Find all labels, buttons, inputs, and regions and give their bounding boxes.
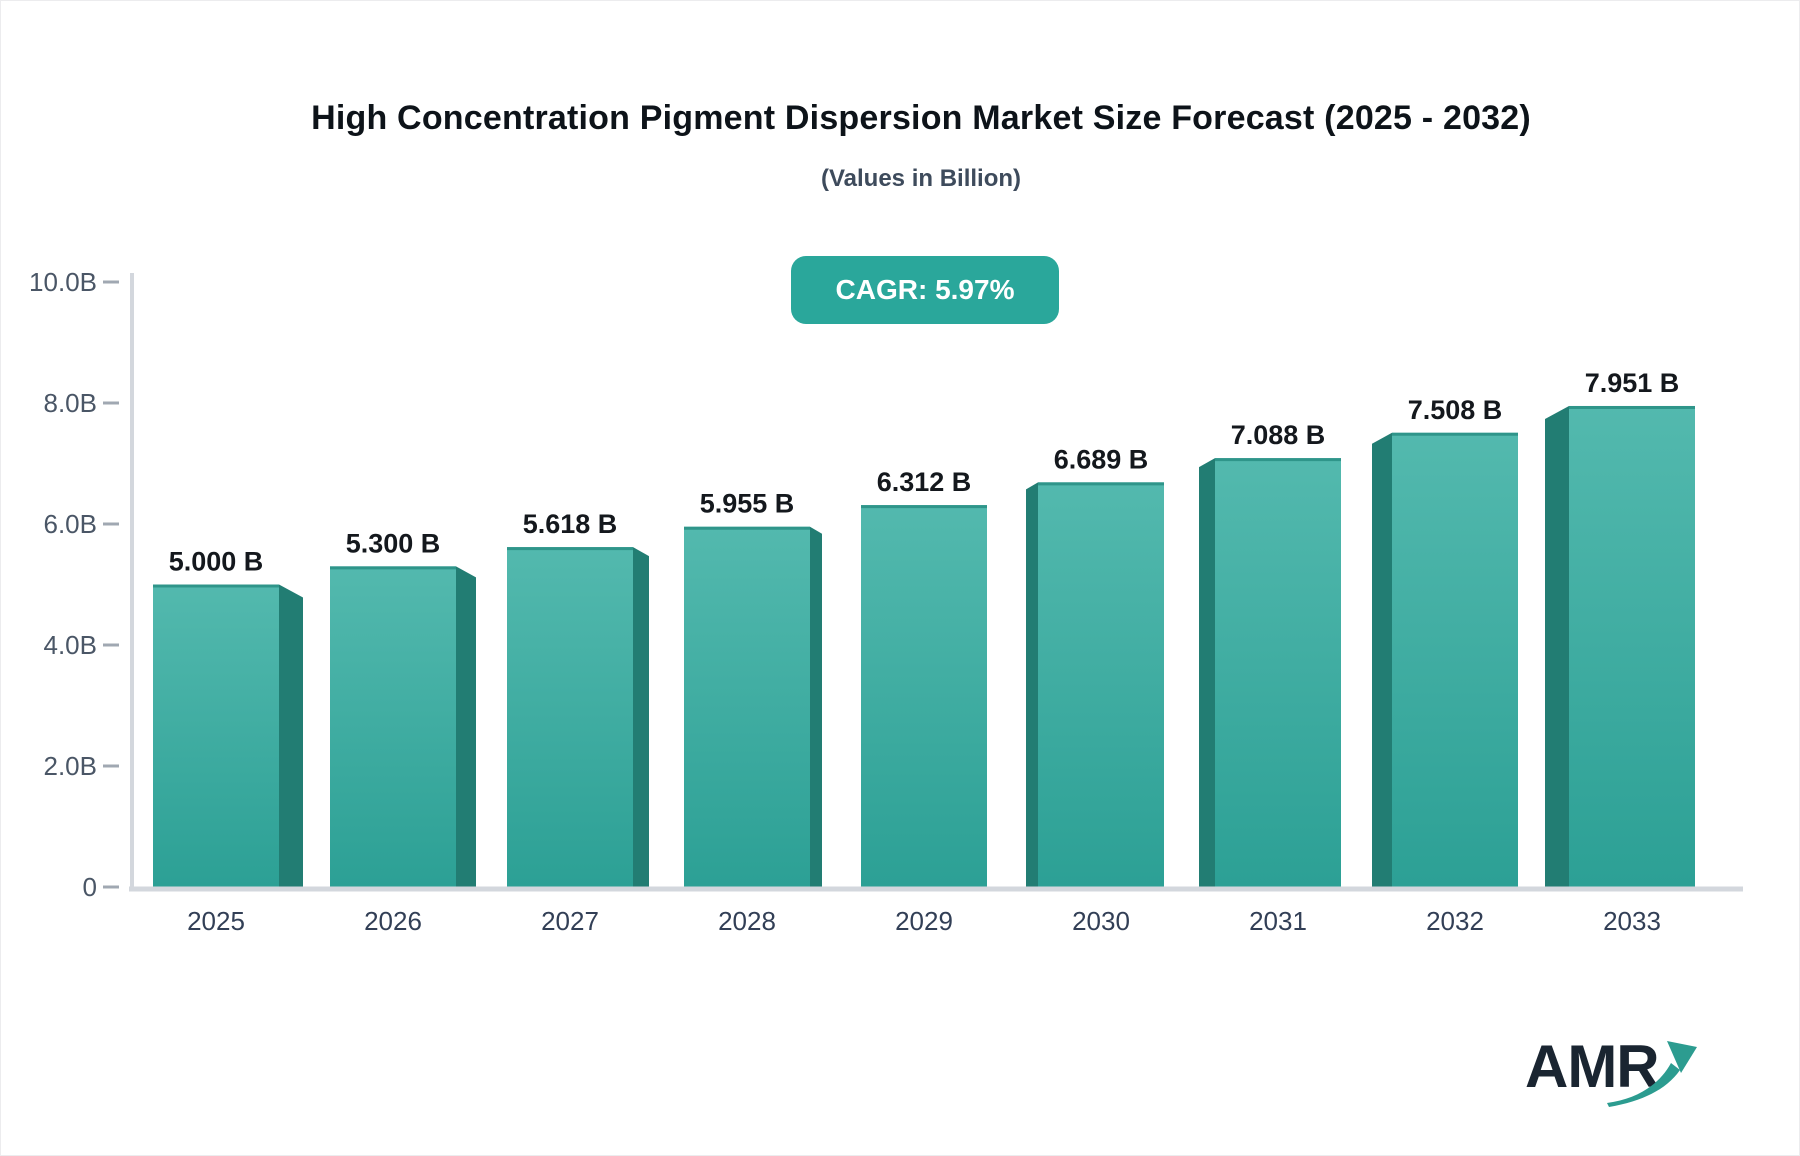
bar-3d-side: [1372, 432, 1392, 887]
bar-2031: 7.088 B: [1199, 420, 1341, 887]
bar-3d-side: [633, 547, 649, 887]
bar-value-label: 7.951 B: [1585, 368, 1680, 398]
bar-value-label: 6.312 B: [877, 467, 972, 497]
x-axis-label-2025: 2025: [187, 906, 245, 936]
bar-value-label: 5.955 B: [700, 489, 795, 519]
amr-logo: AMR: [1525, 1035, 1725, 1115]
y-axis-tick-label: 6.0B: [44, 509, 98, 539]
bar-face: [861, 505, 987, 887]
bar-2033: 7.951 B: [1545, 368, 1695, 887]
bar-2032: 7.508 B: [1372, 395, 1518, 887]
x-axis-label-2026: 2026: [364, 906, 422, 936]
bar-face: [330, 566, 456, 887]
bar-3d-side: [456, 566, 476, 887]
bar-3d-side: [810, 526, 822, 887]
bar-value-label: 6.689 B: [1054, 444, 1149, 474]
chart-subtitle: (Values in Billion): [820, 165, 1022, 192]
cagr-badge-label: CAGR: 5.97%: [835, 274, 1015, 305]
bar-value-label: 7.508 B: [1408, 395, 1503, 425]
bar-face: [1392, 432, 1518, 887]
x-axis-label-2028: 2028: [718, 906, 776, 936]
bar-2029: 6.312 B: [861, 467, 987, 887]
bar-value-label: 5.300 B: [346, 528, 441, 558]
bar-3d-side: [1026, 482, 1038, 887]
bar-2028: 5.955 B: [684, 489, 822, 887]
x-axis-label-2031: 2031: [1249, 906, 1307, 936]
bar-face: [1215, 458, 1341, 887]
bar-2025: 5.000 B: [153, 547, 303, 887]
bar-2030: 6.689 B: [1026, 444, 1164, 887]
y-axis-tick-label: 0: [83, 872, 97, 902]
bar-value-label: 7.088 B: [1231, 420, 1326, 450]
y-axis-tick-label: 8.0B: [44, 388, 98, 418]
growth-arrow-icon: [1607, 1041, 1697, 1107]
bar-value-label: 5.618 B: [523, 509, 618, 539]
x-axis-label-2027: 2027: [541, 906, 599, 936]
bar-2027: 5.618 B: [507, 509, 649, 887]
y-axis-tick-label: 10.0B: [29, 267, 97, 297]
bar-face: [153, 584, 279, 887]
bar-3d-side: [1545, 405, 1569, 887]
cagr-badge: CAGR: 5.97%: [791, 256, 1059, 324]
amr-logo-text: AMR: [1525, 1033, 1660, 1100]
x-axis-label-2032: 2032: [1426, 906, 1484, 936]
chart-title: High Concentration Pigment Dispersion Ma…: [311, 99, 1531, 137]
y-axis-tick-label: 4.0B: [44, 630, 98, 660]
x-axis-label-2029: 2029: [895, 906, 953, 936]
bar-3d-side: [1199, 458, 1215, 887]
bar-face: [1038, 482, 1164, 887]
bar-face: [507, 547, 633, 887]
bar-3d-side: [279, 584, 303, 887]
bar-face: [1569, 405, 1695, 887]
y-axis-tick-label: 2.0B: [44, 751, 98, 781]
bar-value-label: 5.000 B: [169, 547, 264, 577]
bar-face: [684, 526, 810, 887]
bar-2026: 5.300 B: [330, 528, 476, 887]
x-axis-label-2033: 2033: [1603, 906, 1661, 936]
x-axis-label-2030: 2030: [1072, 906, 1130, 936]
